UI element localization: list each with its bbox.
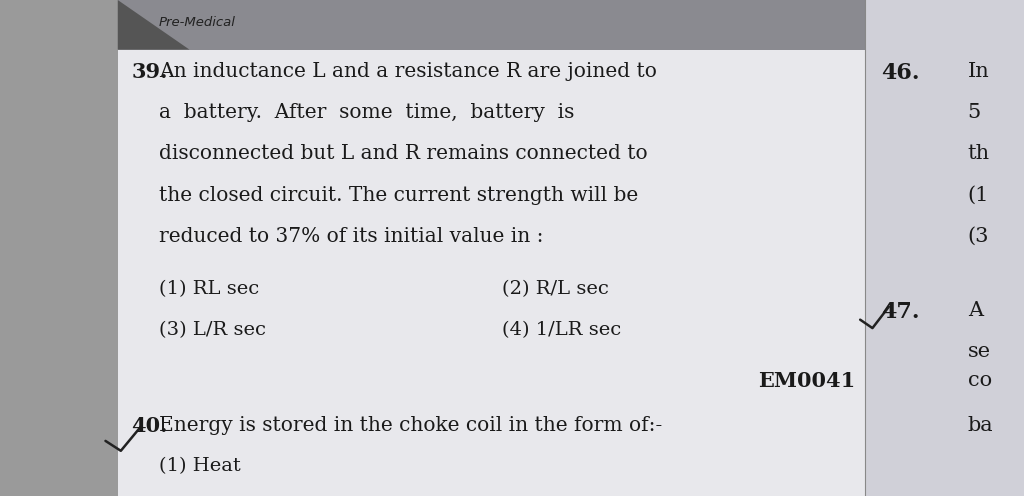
Bar: [118, 0, 865, 50]
Text: (1: (1: [968, 186, 989, 204]
Text: A: A: [968, 301, 983, 320]
Text: ba: ba: [968, 416, 993, 435]
Text: (1) Heat: (1) Heat: [159, 457, 241, 475]
Text: 47.: 47.: [881, 301, 920, 323]
Text: a  battery.  After  some  time,  battery  is: a battery. After some time, battery is: [159, 103, 574, 122]
Text: reduced to 37% of its initial value in :: reduced to 37% of its initial value in :: [159, 227, 543, 246]
Text: Energy is stored in the choke coil in the form of:-: Energy is stored in the choke coil in th…: [159, 416, 662, 435]
Text: the closed circuit. The current strength will be: the closed circuit. The current strength…: [159, 186, 638, 204]
Text: (2) R/L sec: (2) R/L sec: [502, 280, 608, 298]
Text: Pre-Medical: Pre-Medical: [159, 16, 236, 29]
Text: co: co: [968, 371, 992, 390]
Text: th: th: [968, 144, 990, 163]
Text: 5: 5: [968, 103, 981, 122]
Text: se: se: [968, 342, 991, 361]
Text: (3: (3: [968, 227, 989, 246]
Text: 39.: 39.: [131, 62, 168, 82]
Bar: [118, 0, 865, 496]
Text: disconnected but L and R remains connected to: disconnected but L and R remains connect…: [159, 144, 647, 163]
Bar: [865, 0, 1024, 496]
Text: 40.: 40.: [131, 416, 168, 436]
Text: (1) RL sec: (1) RL sec: [159, 280, 259, 298]
Text: (3) L/R sec: (3) L/R sec: [159, 321, 265, 339]
Text: (4) 1/LR sec: (4) 1/LR sec: [502, 321, 621, 339]
Text: In: In: [968, 62, 989, 81]
Text: An inductance L and a resistance R are joined to: An inductance L and a resistance R are j…: [159, 62, 656, 81]
Text: EM0041: EM0041: [758, 371, 855, 391]
Polygon shape: [118, 0, 189, 50]
Text: 46.: 46.: [881, 62, 920, 84]
